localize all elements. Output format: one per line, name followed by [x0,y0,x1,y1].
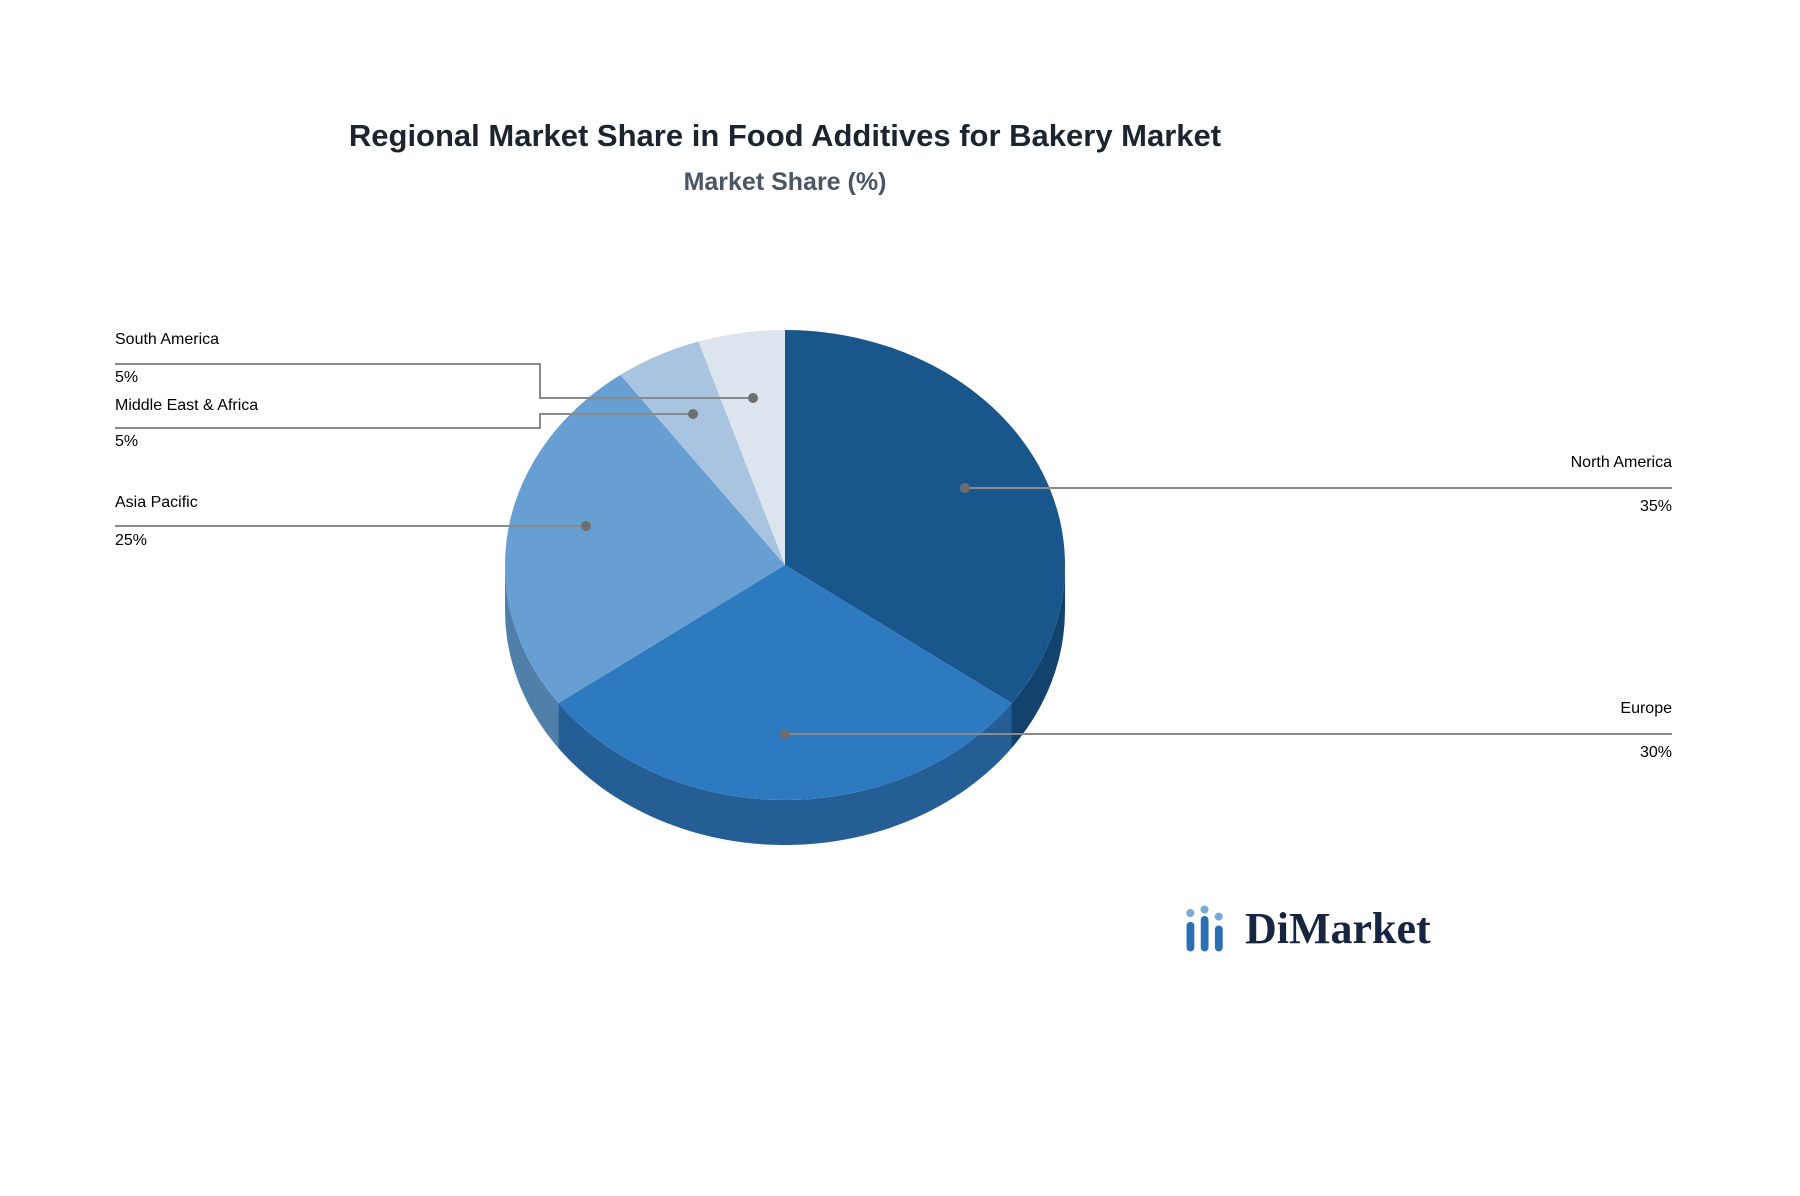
callout-dot-north-america [960,483,970,493]
callout-label-europe: Europe [1620,700,1672,717]
pie-slice-side-europe [558,703,1012,845]
logo-text: DiMarket [1245,904,1431,953]
pie-slice-asia-pacific[interactable] [505,374,785,704]
callout-dot-middle-east-africa [688,409,698,419]
callout-label-middle-east-africa: Middle East & Africa [115,397,259,414]
callout-value-south-america: 5% [115,369,139,386]
callout-label-asia-pacific: Asia Pacific [115,494,198,511]
pie-slice-side-asia-pacific [505,565,559,749]
chart-title: Regional Market Share in Food Additives … [348,118,1222,153]
chart-subtitle: Market Share (%) [683,168,887,196]
pie-slice-south-america[interactable] [698,330,785,565]
callout-value-middle-east-africa: 5% [115,433,139,450]
callout-dot-europe [780,729,790,739]
callout-value-asia-pacific: 25% [115,532,148,549]
callout-label-north-america: North America [1570,454,1672,471]
callout-value-north-america: 35% [1639,498,1672,515]
dimarket-logo: DiMarket [1183,903,1431,955]
callout-label-south-america: South America [115,331,220,348]
pie-slice-north-america[interactable] [785,330,1065,704]
callout-line-south-america [115,363,753,399]
pie-slice-side-north-america [1011,565,1065,749]
callout-dot-asia-pacific [581,521,591,531]
callout-dot-south-america [748,393,758,403]
pie-slice-europe[interactable] [558,565,1012,801]
callout-value-europe: 30% [1639,744,1672,761]
mini-bar-chart-icon [1186,905,1223,952]
callout-line-middle-east-africa [115,413,693,429]
